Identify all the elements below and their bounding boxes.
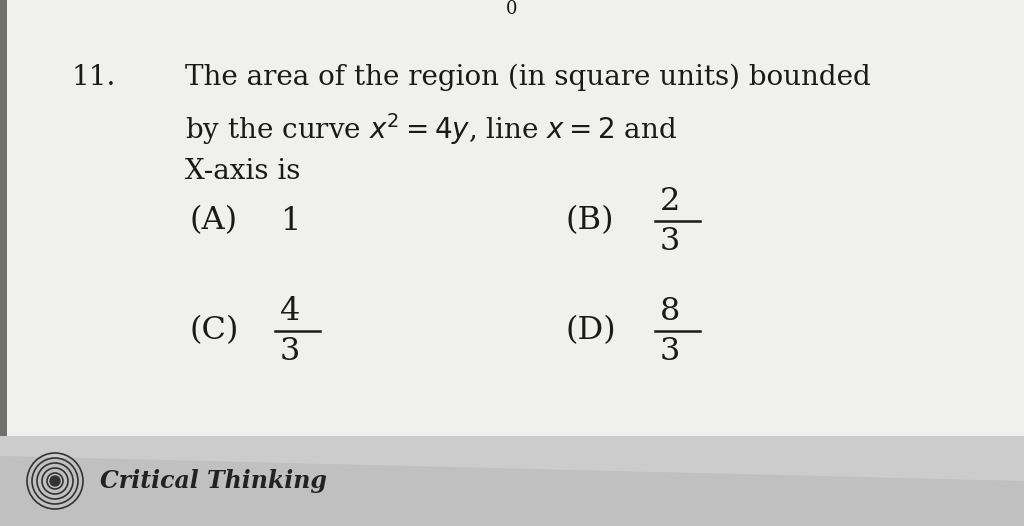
- FancyBboxPatch shape: [0, 0, 7, 451]
- Text: 8: 8: [660, 296, 680, 327]
- Text: 4: 4: [280, 296, 300, 327]
- Text: Critical Thinking: Critical Thinking: [100, 469, 327, 493]
- Text: (B): (B): [565, 206, 613, 237]
- Text: The area of the region (in square units) bounded: The area of the region (in square units)…: [185, 64, 870, 92]
- Text: 3: 3: [660, 226, 680, 257]
- Text: 2: 2: [660, 186, 680, 217]
- Text: 3: 3: [280, 336, 300, 367]
- Text: 0: 0: [506, 0, 518, 18]
- Text: by the curve $x^2 = 4y$, line $x = 2$ and: by the curve $x^2 = 4y$, line $x = 2$ an…: [185, 111, 677, 147]
- Text: 11.: 11.: [72, 64, 117, 91]
- Text: (D): (D): [565, 316, 615, 347]
- Text: (C): (C): [190, 316, 240, 347]
- Text: 3: 3: [660, 336, 680, 367]
- Polygon shape: [0, 436, 1024, 481]
- FancyBboxPatch shape: [0, 436, 1024, 526]
- Text: (A): (A): [190, 206, 239, 237]
- FancyBboxPatch shape: [0, 0, 1024, 451]
- Text: X-axis is: X-axis is: [185, 158, 300, 185]
- Circle shape: [50, 476, 60, 486]
- Text: 1: 1: [280, 206, 300, 237]
